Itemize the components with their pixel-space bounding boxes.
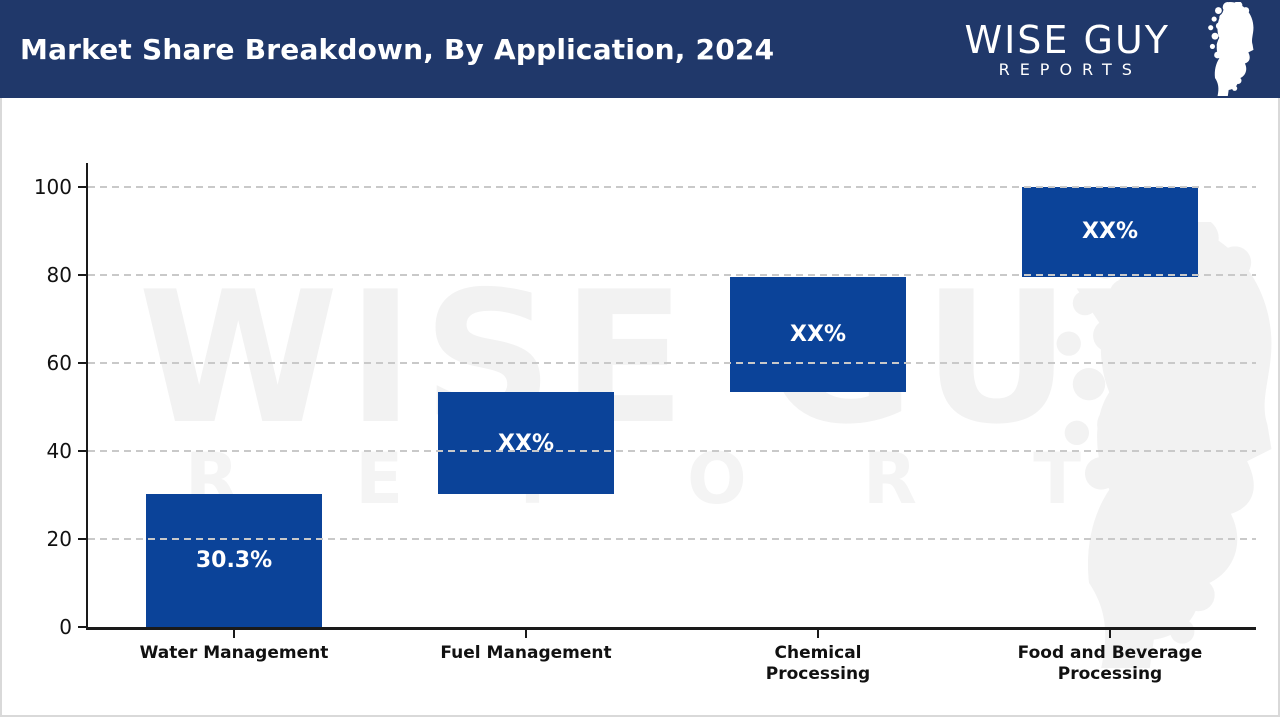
page-title: Market Share Breakdown, By Application, … — [20, 32, 775, 66]
watermark-wordmark: WISE GUY — [138, 252, 1219, 464]
logo-text: WISE GUY REPORTS — [965, 21, 1170, 78]
wise-guy-logo: WISE GUY REPORTS — [965, 2, 1254, 96]
watermark-face-icon — [905, 222, 1273, 668]
header: Market Share Breakdown, By Application, … — [0, 0, 1280, 98]
logo-subtitle: REPORTS — [998, 59, 1142, 79]
logo-wordmark: WISE GUY — [964, 17, 1170, 62]
logo-face-icon — [1176, 2, 1254, 96]
